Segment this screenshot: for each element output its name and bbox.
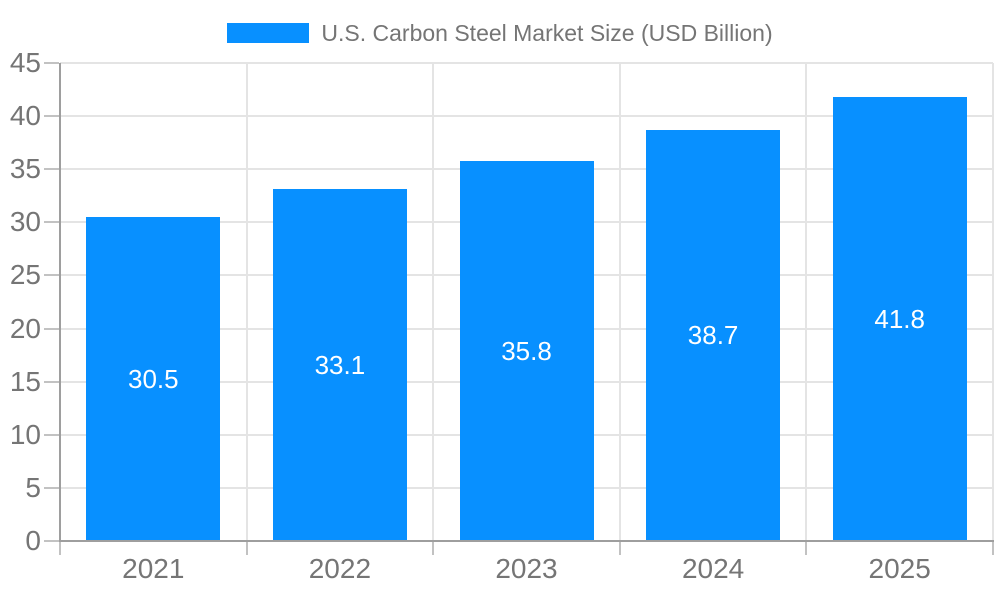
x-tick-label: 2025 [868,553,931,584]
gridline-vertical [245,63,248,541]
gridline-vertical [805,63,808,541]
bar [646,129,781,540]
gridline-horizontal [60,62,993,64]
legend-label: U.S. Carbon Steel Market Size (USD Billi… [321,19,773,46]
bar [272,189,407,540]
gridline-horizontal [60,115,993,118]
y-tick-label: 25 [9,259,41,291]
y-axis-tick [44,380,59,383]
x-axis-tick [245,542,248,555]
gridline-vertical [618,63,621,541]
y-tick-label: 0 [25,525,41,556]
bar [86,217,221,540]
y-axis-tick [44,62,59,64]
x-axis-tick [618,542,621,555]
y-axis-tick [44,433,59,436]
y-axis-tick [44,274,59,277]
x-axis-line [59,540,994,542]
bar [459,160,594,540]
y-axis-line [59,63,61,543]
bar-value-label: 41.8 [874,303,925,334]
y-tick-label: 30 [9,206,41,238]
y-axis-tick [44,221,59,224]
x-axis-tick [432,542,435,555]
x-tick-label: 2021 [122,553,185,584]
bar-value-label: 35.8 [501,335,552,366]
bar [832,96,967,540]
y-tick-label: 45 [9,47,41,78]
bar-value-label: 33.1 [314,350,366,381]
y-tick-label: 40 [9,100,41,132]
y-axis-tick [44,486,59,489]
bar-value-label: 38.7 [687,320,739,351]
x-axis-tick [59,542,61,555]
bar-value-label: 30.5 [127,364,179,394]
y-tick-label: 15 [9,365,41,397]
y-axis-tick [44,327,59,330]
chart-legend[interactable]: U.S. Carbon Steel Market Size (USD Billi… [0,19,1000,46]
x-axis-tick [992,542,994,555]
y-tick-label: 5 [25,471,41,503]
x-tick-label: 2024 [681,553,745,584]
legend-swatch [227,23,310,43]
x-tick-label: 2023 [495,553,558,584]
x-axis-tick [805,542,808,555]
x-tick-label: 2022 [308,553,372,584]
gridline-vertical [432,63,435,541]
y-axis-tick [44,168,59,171]
y-tick-label: 20 [9,312,41,344]
y-axis-tick [44,115,59,118]
y-tick-label: 10 [9,418,41,450]
y-axis-tick [44,540,59,542]
y-tick-label: 35 [9,153,41,185]
gridline-vertical [992,63,994,541]
